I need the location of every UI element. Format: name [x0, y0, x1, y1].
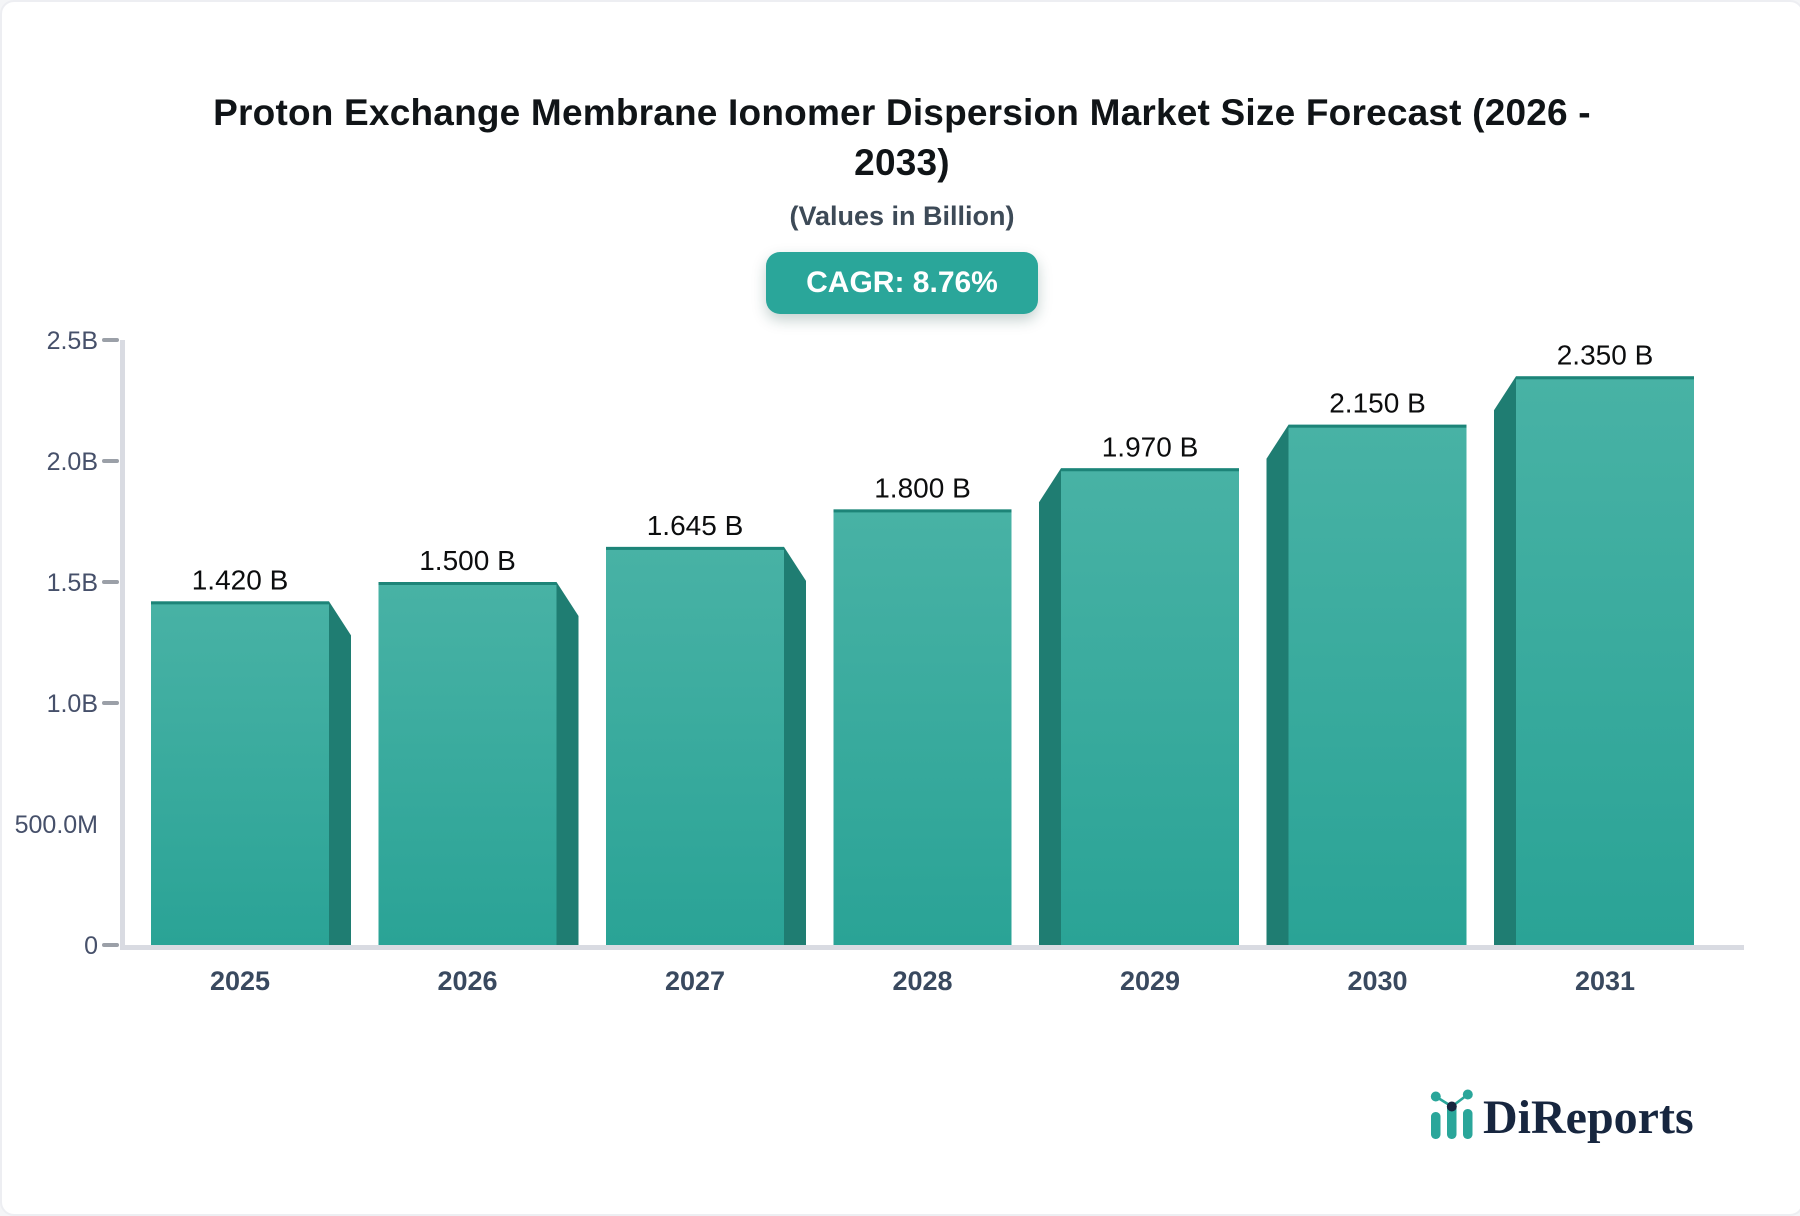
- bar-2028: 1.800 B 2028: [833, 472, 1012, 996]
- bar-2031: 2.350 B 2031: [1494, 339, 1694, 996]
- bar-2026: 1.500 B 2026: [378, 545, 579, 996]
- x-axis-label: 2026: [437, 966, 497, 996]
- chart-subtitle: (Values in Billion): [789, 201, 1015, 231]
- direports-logo: DiReports: [1430, 1088, 1694, 1144]
- bar-value-label: 1.800 B: [874, 472, 971, 503]
- bar-2030: 2.150 B 2030: [1266, 388, 1467, 996]
- bar-2029: 1.970 B 2029: [1039, 431, 1239, 996]
- bar-2027: 1.645 B 2027: [606, 510, 806, 996]
- y-axis-tick: [102, 338, 119, 342]
- y-axis-tick-label: 1.0B: [47, 690, 98, 718]
- y-axis-tick: [102, 459, 119, 463]
- x-axis-label: 2028: [892, 966, 952, 996]
- y-axis-tick-label: 1.5B: [47, 569, 98, 597]
- chart-header: Proton Exchange Membrane Ionomer Dispers…: [2, 88, 1800, 314]
- bar-value-label: 2.350 B: [1557, 339, 1654, 370]
- x-axis-label: 2027: [665, 966, 725, 996]
- x-axis-label: 2031: [1575, 966, 1635, 996]
- y-axis-tick: [102, 701, 119, 705]
- x-axis-line: [120, 945, 1744, 950]
- logo-dot-left: [1430, 1091, 1441, 1102]
- direports-logo-text: DiReports: [1483, 1090, 1694, 1144]
- logo-dot-right: [1462, 1089, 1473, 1100]
- bar-value-label: 1.645 B: [647, 510, 744, 541]
- cagr-badge: CAGR: 8.76%: [766, 252, 1038, 314]
- y-axis-tick-label: 0: [84, 932, 98, 960]
- bar-value-label: 1.970 B: [1102, 431, 1199, 462]
- x-axis-label: 2025: [210, 966, 270, 996]
- y-axis-tick-label: 2.0B: [47, 448, 98, 476]
- logo-dot-middle: [1446, 1101, 1457, 1112]
- bar-value-label: 2.150 B: [1329, 388, 1426, 419]
- bar-2025: 1.420 B 2025: [151, 564, 351, 996]
- x-axis-label: 2030: [1347, 966, 1407, 996]
- chart-title-line-2: 2033): [854, 142, 950, 183]
- y-axis-tick-label: 2.5B: [47, 327, 98, 355]
- chart-title-line-1: Proton Exchange Membrane Ionomer Dispers…: [213, 92, 1591, 133]
- y-axis-tick: [102, 580, 119, 584]
- y-axis-line: [120, 340, 125, 950]
- x-axis-label: 2029: [1120, 966, 1180, 996]
- y-axis-tick-label: 500.0M: [15, 811, 98, 839]
- bar-value-label: 1.500 B: [419, 545, 516, 576]
- bar-value-label: 1.420 B: [192, 564, 289, 595]
- y-axis-tick: [102, 943, 119, 947]
- direports-logo-icon: [1430, 1089, 1473, 1139]
